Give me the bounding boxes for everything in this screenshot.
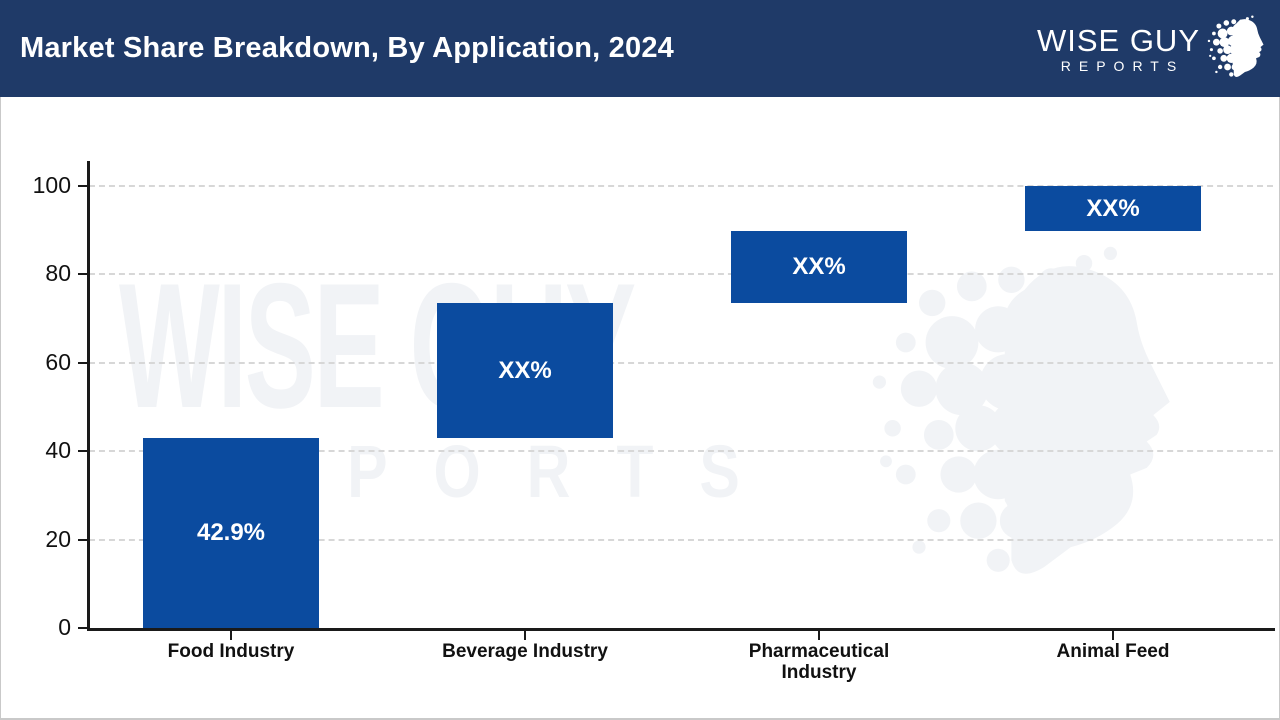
gridline-100 [89, 185, 1273, 187]
bar-value-label: XX% [792, 253, 846, 281]
gridline-60 [89, 361, 1273, 364]
x-category-label: Pharmaceutical Industry [748, 641, 890, 683]
plot-area: 0 20 40 60 80 100 42.9% Food Industry XX% Beverag… [1, 97, 1279, 718]
gridline-40 [89, 450, 1273, 453]
chart-area: WISE GUY REPORTS 0 20 40 60 80 100 42.9% Food I… [0, 97, 1280, 720]
y-axis-line [87, 161, 90, 631]
y-tick-0 [78, 627, 87, 629]
x-tick-0 [230, 631, 232, 640]
y-tick-label-100: 100 [32, 172, 71, 198]
y-tick-label-60: 60 [45, 348, 71, 375]
y-tick-label-20: 20 [45, 525, 71, 552]
y-tick-100 [78, 185, 87, 187]
brand-logo-text: WISE GUY REPORTS [1037, 25, 1200, 73]
gridline-20 [89, 538, 1273, 541]
x-category-label: Animal Feed [1056, 641, 1170, 662]
bar-segment: XX% [731, 231, 907, 304]
bar-value-label: XX% [498, 356, 552, 384]
brand-logo: WISE GUY REPORTS [1037, 8, 1266, 90]
gridline-80 [89, 273, 1273, 276]
header-bar: Market Share Breakdown, By Application, … [0, 0, 1280, 97]
y-tick-80 [78, 273, 87, 276]
y-tick-label-40: 40 [45, 437, 71, 464]
bar-value-label: 42.9% [196, 519, 266, 547]
y-tick-label-0: 0 [58, 614, 71, 640]
bar-value-label: XX% [1086, 194, 1140, 222]
y-tick-60 [78, 361, 87, 364]
y-tick-20 [78, 538, 87, 541]
x-category-label: Beverage Industry [442, 641, 608, 662]
x-tick-1 [524, 631, 526, 640]
page-title: Market Share Breakdown, By Application, … [20, 32, 674, 64]
bar-segment: XX% [437, 303, 613, 439]
y-tick-40 [78, 450, 87, 453]
bar-segment: 42.9% [143, 438, 319, 628]
x-axis-line [87, 628, 1275, 631]
x-tick-3 [1112, 631, 1114, 640]
brand-face-icon [1207, 15, 1264, 77]
y-tick-label-80: 80 [45, 260, 71, 287]
x-tick-2 [818, 631, 820, 640]
x-category-label: Food Industry [167, 641, 295, 662]
brand-name: WISE GUY [1036, 22, 1200, 58]
bar-segment: XX% [1025, 186, 1201, 232]
brand-subname: REPORTS [1060, 57, 1185, 74]
